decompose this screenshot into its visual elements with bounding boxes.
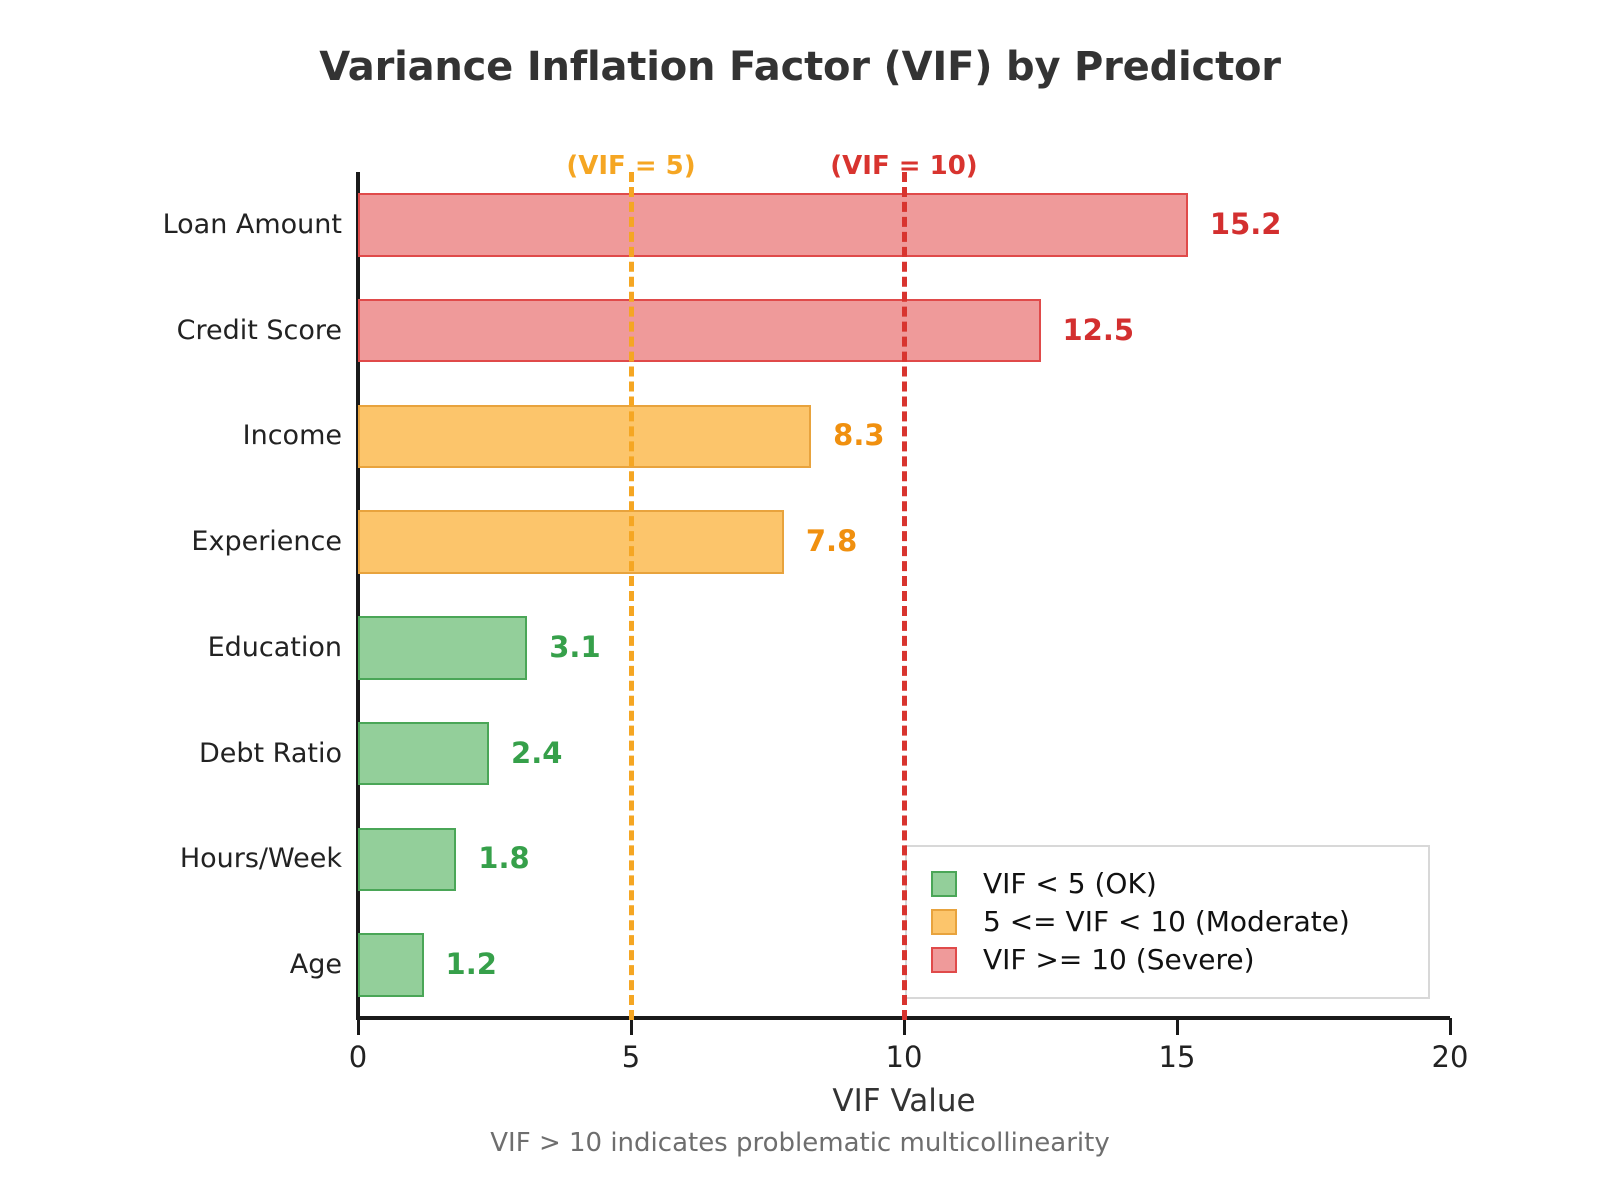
bar-value-label: 3.1 (549, 629, 601, 664)
threshold-label: (VIF = 10) (830, 151, 978, 181)
legend-swatch-moderate (931, 909, 957, 935)
x-tick-mark (1176, 1018, 1179, 1035)
bar[interactable] (358, 827, 457, 892)
legend-label: 5 <= VIF < 10 (Moderate) (983, 905, 1350, 938)
x-axis-label: VIF Value (832, 1083, 976, 1119)
legend: VIF < 5 (OK) 5 <= VIF < 10 (Moderate) VI… (905, 845, 1430, 999)
bar[interactable] (358, 616, 528, 680)
bar[interactable] (358, 298, 1041, 363)
threshold-line (902, 172, 907, 1020)
legend-item[interactable]: 5 <= VIF < 10 (Moderate) (931, 903, 1406, 941)
x-tick-label: 15 (1158, 1040, 1196, 1074)
x-tick-label: 20 (1431, 1040, 1469, 1074)
bar[interactable] (358, 721, 490, 786)
threshold-label: (VIF = 5) (566, 151, 696, 181)
bar-value-label: 2.4 (511, 735, 563, 770)
chart-footnote: VIF > 10 indicates problematic multicoll… (490, 1128, 1110, 1158)
x-tick-label: 10 (885, 1040, 923, 1074)
x-tick-mark (357, 1018, 360, 1035)
x-tick-label: 0 (348, 1040, 368, 1074)
y-axis-spine (356, 172, 360, 1020)
chart-title: Variance Inflation Factor (VIF) by Predi… (319, 44, 1281, 90)
bar-value-label: 12.5 (1062, 312, 1135, 347)
legend-swatch-ok (931, 871, 957, 897)
x-tick-label: 5 (621, 1040, 641, 1074)
y-tick-label: Experience (191, 526, 342, 558)
legend-label: VIF < 5 (OK) (983, 867, 1157, 900)
y-tick-label: Debt Ratio (198, 737, 342, 769)
bar[interactable] (358, 404, 812, 469)
y-tick-label: Hours/Week (179, 843, 342, 875)
bar-value-label: 1.8 (478, 841, 530, 876)
threshold-line (629, 172, 634, 1020)
y-tick-label: Education (207, 631, 342, 663)
legend-label: VIF >= 10 (Severe) (983, 943, 1255, 976)
y-tick-label: Credit Score (176, 314, 342, 346)
legend-item[interactable]: VIF < 5 (OK) (931, 865, 1406, 903)
bar[interactable] (358, 510, 784, 574)
y-tick-label: Income (242, 420, 342, 452)
bar[interactable] (358, 193, 1188, 257)
bar-value-label: 15.2 (1209, 206, 1282, 241)
bar[interactable] (358, 933, 424, 997)
bar-value-label: 7.8 (805, 524, 858, 559)
x-tick-mark (1449, 1018, 1452, 1035)
legend-item[interactable]: VIF >= 10 (Severe) (931, 941, 1406, 979)
y-tick-label: Loan Amount (162, 208, 342, 240)
y-tick-label: Age (289, 949, 342, 981)
x-tick-mark (903, 1018, 906, 1035)
bar-value-label: 8.3 (833, 418, 885, 453)
x-tick-mark (630, 1018, 633, 1035)
bar-value-label: 1.2 (445, 947, 497, 982)
legend-swatch-severe (931, 947, 957, 973)
